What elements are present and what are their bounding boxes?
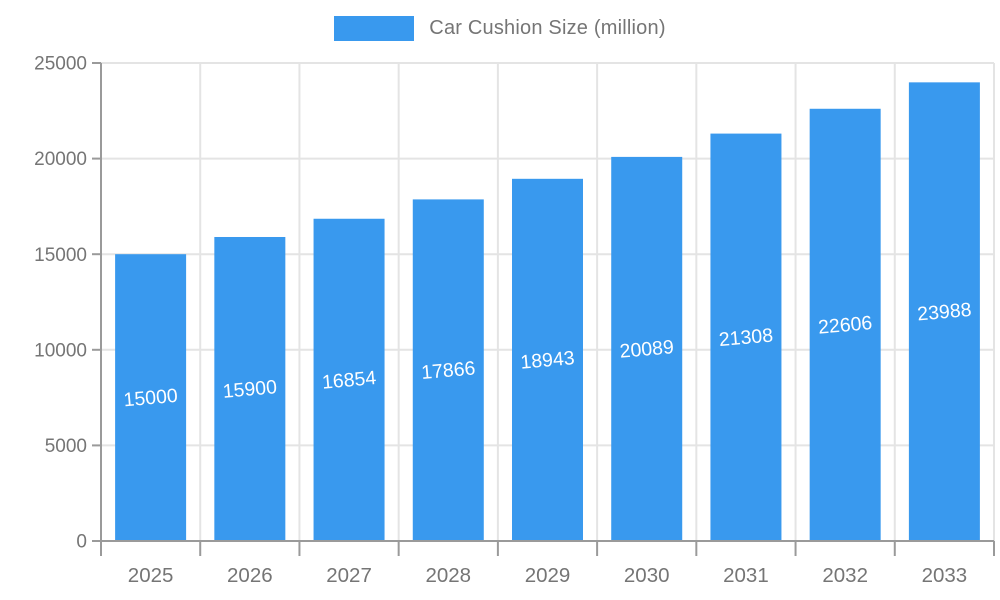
x-tick-label: 2030 bbox=[624, 564, 670, 587]
legend-swatch-icon[interactable] bbox=[334, 16, 415, 41]
bar-2032[interactable] bbox=[809, 108, 881, 541]
bar-2025[interactable] bbox=[115, 254, 187, 541]
y-tick-label: 25000 bbox=[34, 54, 87, 75]
bar-value-label: 15900 bbox=[222, 376, 278, 403]
y-tick-label: 5000 bbox=[45, 436, 87, 457]
bar-2029[interactable] bbox=[512, 178, 583, 541]
x-tick-label: 2028 bbox=[425, 564, 471, 587]
y-tick-label: 15000 bbox=[34, 245, 87, 266]
bar-value-label: 21308 bbox=[718, 324, 774, 351]
bar-value-label: 15000 bbox=[123, 385, 179, 412]
bar-2033[interactable] bbox=[908, 82, 980, 542]
bar-value-label: 23988 bbox=[916, 299, 972, 326]
y-tick-label: 0 bbox=[76, 532, 87, 553]
x-tick-label: 2032 bbox=[822, 564, 868, 587]
legend-label: Car Cushion Size (million) bbox=[429, 17, 666, 39]
bar-value-label: 20089 bbox=[619, 336, 675, 363]
x-tick-label: 2026 bbox=[227, 564, 273, 587]
legend[interactable]: Car Cushion Size (million) bbox=[0, 16, 1000, 41]
bar-value-label: 18943 bbox=[520, 347, 576, 374]
bar-2027[interactable] bbox=[313, 218, 385, 541]
y-tick-label: 20000 bbox=[34, 149, 87, 170]
bar-2031[interactable] bbox=[710, 133, 782, 541]
bar-2028[interactable] bbox=[412, 199, 484, 541]
x-tick-label: 2027 bbox=[326, 564, 372, 587]
x-tick-label: 2029 bbox=[525, 564, 571, 587]
bar-2030[interactable] bbox=[611, 156, 683, 541]
x-tick-label: 2025 bbox=[128, 564, 174, 587]
y-tick-label: 10000 bbox=[34, 340, 87, 361]
bar-2026[interactable] bbox=[214, 236, 286, 541]
bar-value-label: 17866 bbox=[420, 357, 476, 384]
bar-value-label: 16854 bbox=[321, 367, 377, 394]
bar-value-label: 22606 bbox=[817, 312, 873, 339]
x-tick-label: 2031 bbox=[723, 564, 769, 587]
x-tick-label: 2033 bbox=[922, 564, 968, 587]
